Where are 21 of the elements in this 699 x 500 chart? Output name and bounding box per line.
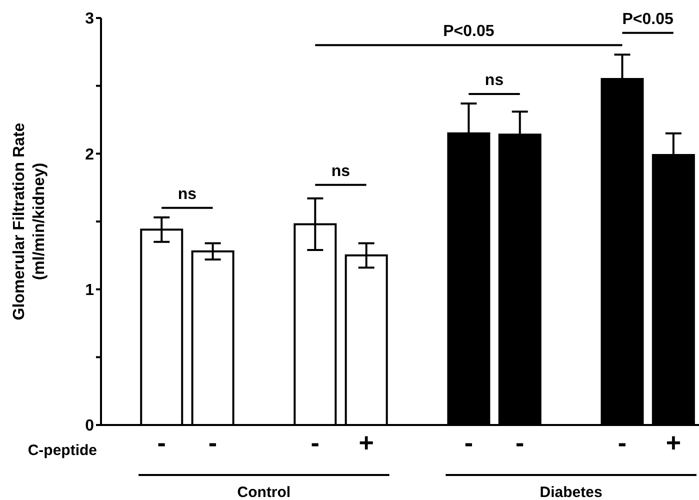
annotation: P<0.05 (622, 10, 674, 28)
text: Control (237, 484, 291, 500)
x-tick-label: + (666, 427, 682, 458)
text: Diabetes (540, 484, 602, 500)
x-tick-label: - (208, 427, 218, 458)
annotation: P<0.05 (443, 23, 494, 40)
y-tick-label: 3 (85, 10, 94, 28)
annotation: ns (178, 186, 197, 203)
x-tick-label: - (310, 427, 320, 458)
y-tick-label: 0 (85, 418, 94, 435)
x-tick-label: + (358, 427, 374, 458)
y-tick-label: 2 (85, 146, 94, 164)
x-tick-label: - (157, 427, 166, 458)
annotation: ns (331, 162, 350, 180)
x-tick-label: - (464, 427, 474, 458)
y-axis-title: Glomerular Filtration Rate (ml/min/kidney) (11, 122, 48, 320)
text: C-peptide (28, 442, 97, 459)
annotation: ns (484, 72, 504, 89)
x-tick-label: - (516, 427, 524, 458)
y-tick-label: 1 (85, 282, 94, 300)
x-tick-label: - (618, 427, 627, 458)
